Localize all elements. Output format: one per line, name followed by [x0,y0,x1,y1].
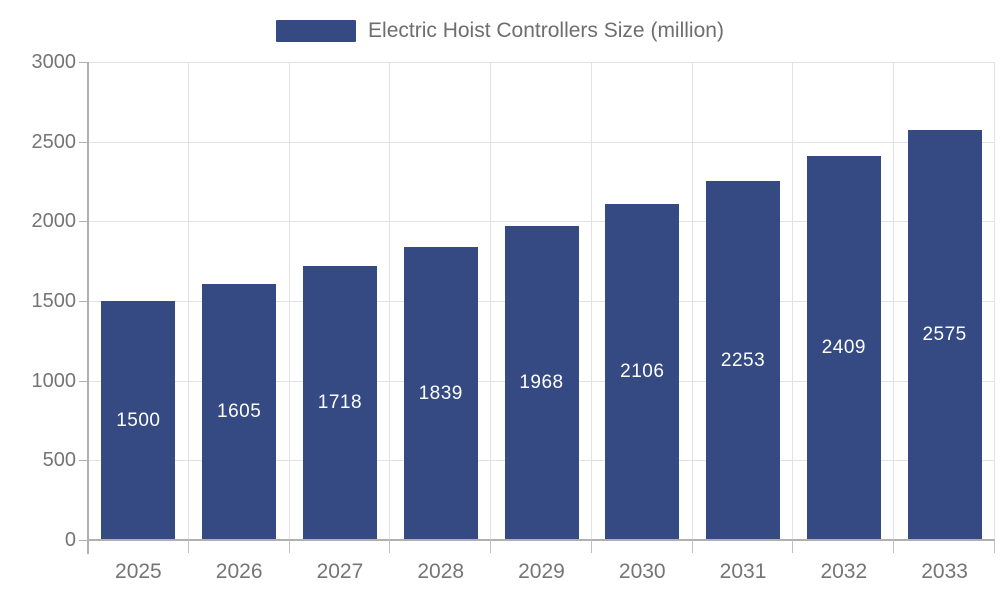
gridline-horizontal [88,221,995,223]
bar-2029[interactable]: 1968 [504,226,579,540]
gridline-vertical [389,62,391,540]
y-axis-tick [79,460,87,462]
y-axis-tick-label: 0 [64,529,76,551]
gridline-vertical [994,62,995,540]
bar-value-label: 2575 [922,323,967,345]
plot-area: 1500 1605 1718 1839 1968 2106 2253 2409 2575 [88,62,995,540]
y-axis-tick [79,141,87,143]
bar-value-label: 2253 [720,349,766,371]
x-axis-tick-label: 2026 [215,560,263,583]
bar-value-label: 2409 [821,337,866,359]
y-axis-tick-label: 1000 [31,369,77,392]
bar-value-label: 1968 [519,372,564,394]
x-axis-tick [691,540,693,553]
bar-2030[interactable]: 2106 [605,204,680,540]
bar-value-label: 1839 [418,382,463,404]
x-axis-tick [590,540,592,553]
y-axis-tick [79,540,87,541]
x-axis-tick [288,540,290,553]
y-axis-tick-label: 500 [42,449,76,472]
x-axis-tick [389,540,391,553]
bar-2025[interactable]: 1500 [101,301,176,540]
x-axis-tick [792,540,794,553]
y-axis-tick [79,380,87,382]
x-axis-tick [893,540,895,553]
legend-item[interactable]: Electric Hoist Controllers Size (million… [0,14,1000,48]
gridline-horizontal [88,62,995,63]
gridline-vertical [187,62,189,540]
gridline-vertical [590,62,592,540]
x-axis-tick-label: 2027 [316,560,364,583]
y-axis-tick [79,62,87,63]
bar-value-label: 1718 [317,392,363,414]
y-axis-tick-label: 3000 [31,51,77,73]
x-axis-tick-label: 2032 [820,560,868,583]
x-axis-tick-label: 2033 [921,560,968,583]
x-axis-tick-label: 2031 [719,560,767,583]
x-axis-line [88,539,995,541]
x-axis-tick-label: 2029 [518,560,565,583]
bar-2033[interactable]: 2575 [907,129,982,540]
x-axis-tick-label: 2025 [115,560,162,583]
bar-2031[interactable]: 2253 [706,181,781,540]
legend-label: Electric Hoist Controllers Size (million… [368,19,724,42]
y-axis-tick-label: 2500 [31,130,77,153]
y-axis-tick-label: 2000 [31,210,77,233]
x-axis-tick [994,540,995,553]
gridline-vertical [490,62,492,540]
x-axis-tick-label: 2030 [618,560,666,583]
gridline-vertical [288,62,290,540]
x-axis-tick-label: 2028 [417,560,465,583]
gridline-vertical [691,62,693,540]
bar-value-label: 1605 [217,401,262,423]
bar-2032[interactable]: 2409 [806,156,881,540]
y-axis-tick [79,221,87,223]
legend-swatch-icon [276,20,357,42]
gridline-vertical [792,62,794,540]
bar-value-label: 1500 [116,409,161,431]
y-axis-tick [79,301,87,302]
x-axis-tick [187,540,189,553]
bar-2028[interactable]: 1839 [403,247,478,540]
x-axis-tick [490,540,492,553]
y-axis-line [87,62,89,554]
y-axis-tick-label: 1500 [31,290,77,312]
gridline-horizontal [88,141,995,143]
bar-2026[interactable]: 1605 [202,284,277,540]
gridline-vertical [893,62,895,540]
bar-value-label: 2106 [620,361,665,383]
bar-2027[interactable]: 1718 [302,266,377,540]
